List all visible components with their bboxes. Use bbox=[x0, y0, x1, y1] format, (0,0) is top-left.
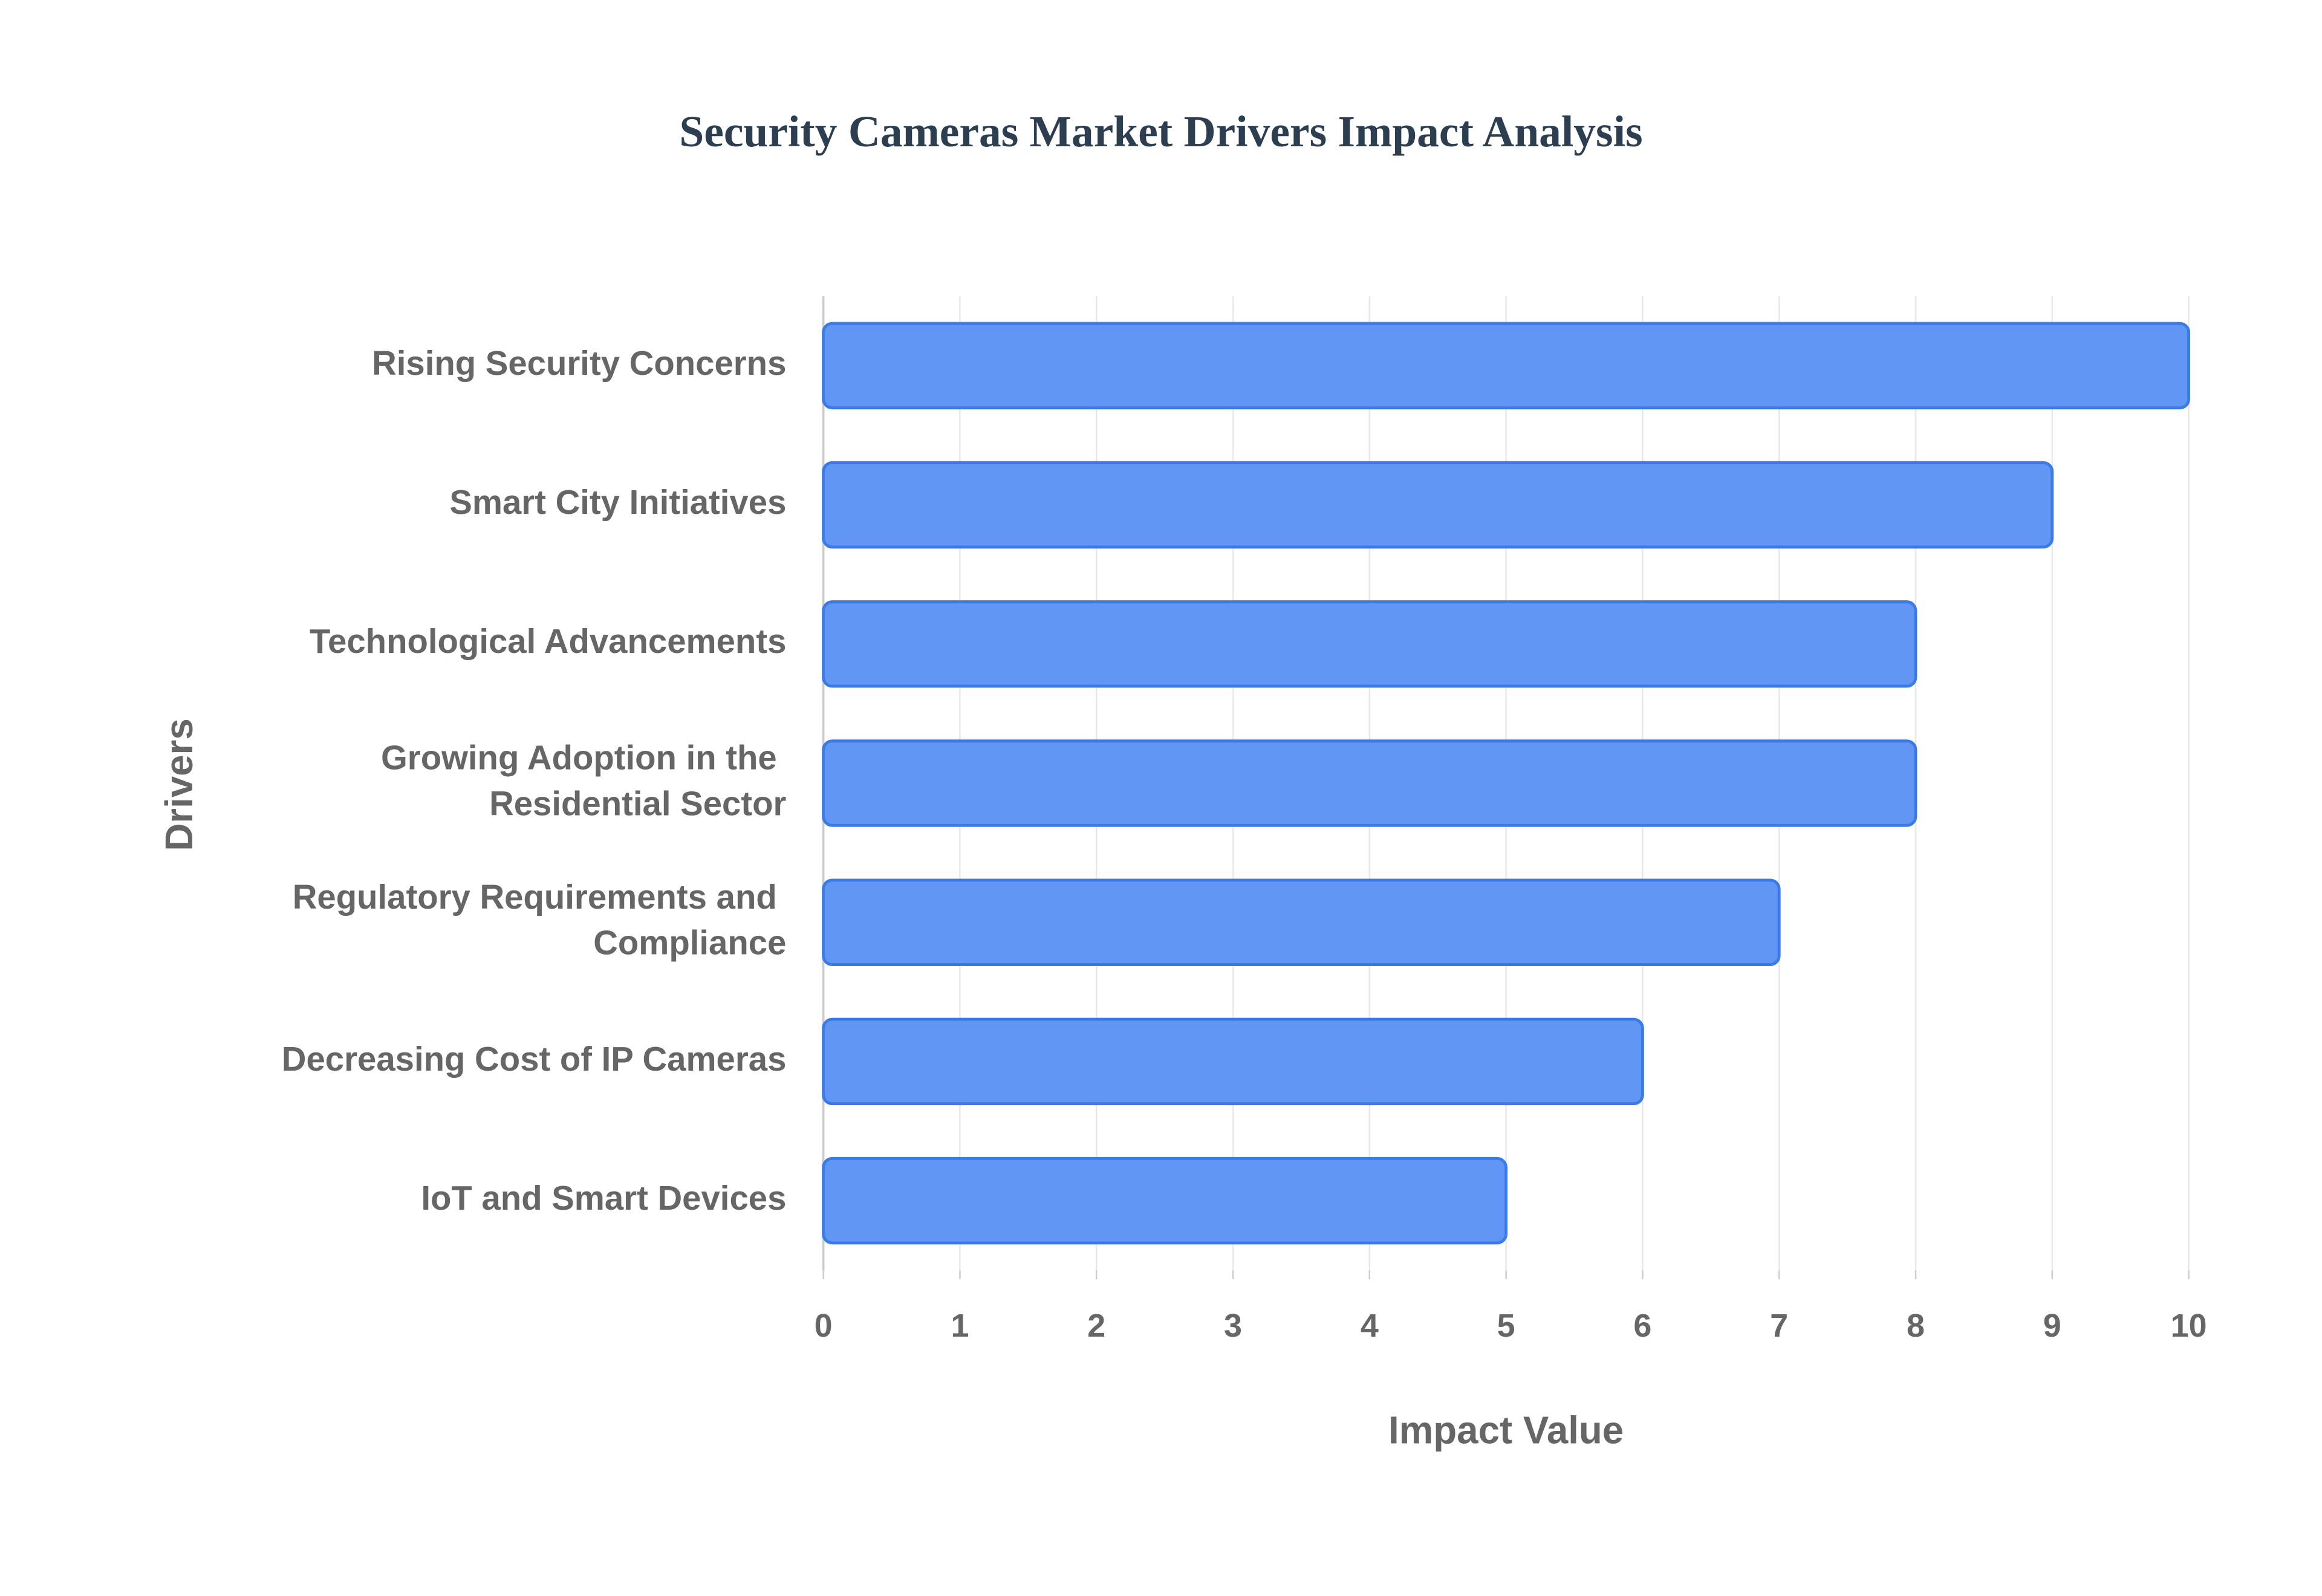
y-tick-label: Growing Adoption in the Residential Sect… bbox=[381, 738, 786, 822]
x-tick-label: 3 bbox=[1224, 1308, 1242, 1344]
x-tick-label: 9 bbox=[2043, 1308, 2061, 1344]
chart-title: Security Cameras Market Drivers Impact A… bbox=[679, 107, 1642, 156]
x-axis-title: Impact Value bbox=[1388, 1409, 1624, 1452]
x-tick-label: 8 bbox=[1907, 1308, 1925, 1344]
x-tick-label: 1 bbox=[951, 1308, 969, 1344]
x-tick-label: 10 bbox=[2171, 1308, 2207, 1344]
x-tick-label: 4 bbox=[1361, 1308, 1379, 1344]
bar bbox=[822, 1017, 1644, 1106]
y-tick-label: Technological Advancements bbox=[310, 622, 787, 660]
bar bbox=[822, 600, 1917, 688]
y-tick-label: Regulatory Requirements and Compliance bbox=[293, 878, 787, 962]
bar bbox=[822, 739, 1917, 827]
x-tick-label: 7 bbox=[1770, 1308, 1788, 1344]
y-tick-label: Rising Security Concerns bbox=[372, 344, 786, 382]
y-tick-label: Decreasing Cost of IP Cameras bbox=[282, 1040, 787, 1078]
bar bbox=[822, 1156, 1508, 1245]
x-tick-label: 0 bbox=[815, 1308, 833, 1344]
x-tick-label: 6 bbox=[1633, 1308, 1651, 1344]
bar bbox=[822, 322, 2191, 410]
x-tick-label: 2 bbox=[1087, 1308, 1105, 1344]
y-axis-title: Drivers bbox=[158, 718, 201, 851]
y-tick-label: IoT and Smart Devices bbox=[421, 1179, 786, 1217]
bar bbox=[822, 878, 1781, 966]
y-tick-label: Smart City Initiatives bbox=[449, 483, 786, 521]
bar bbox=[822, 461, 2054, 549]
x-tick-label: 5 bbox=[1497, 1308, 1515, 1344]
